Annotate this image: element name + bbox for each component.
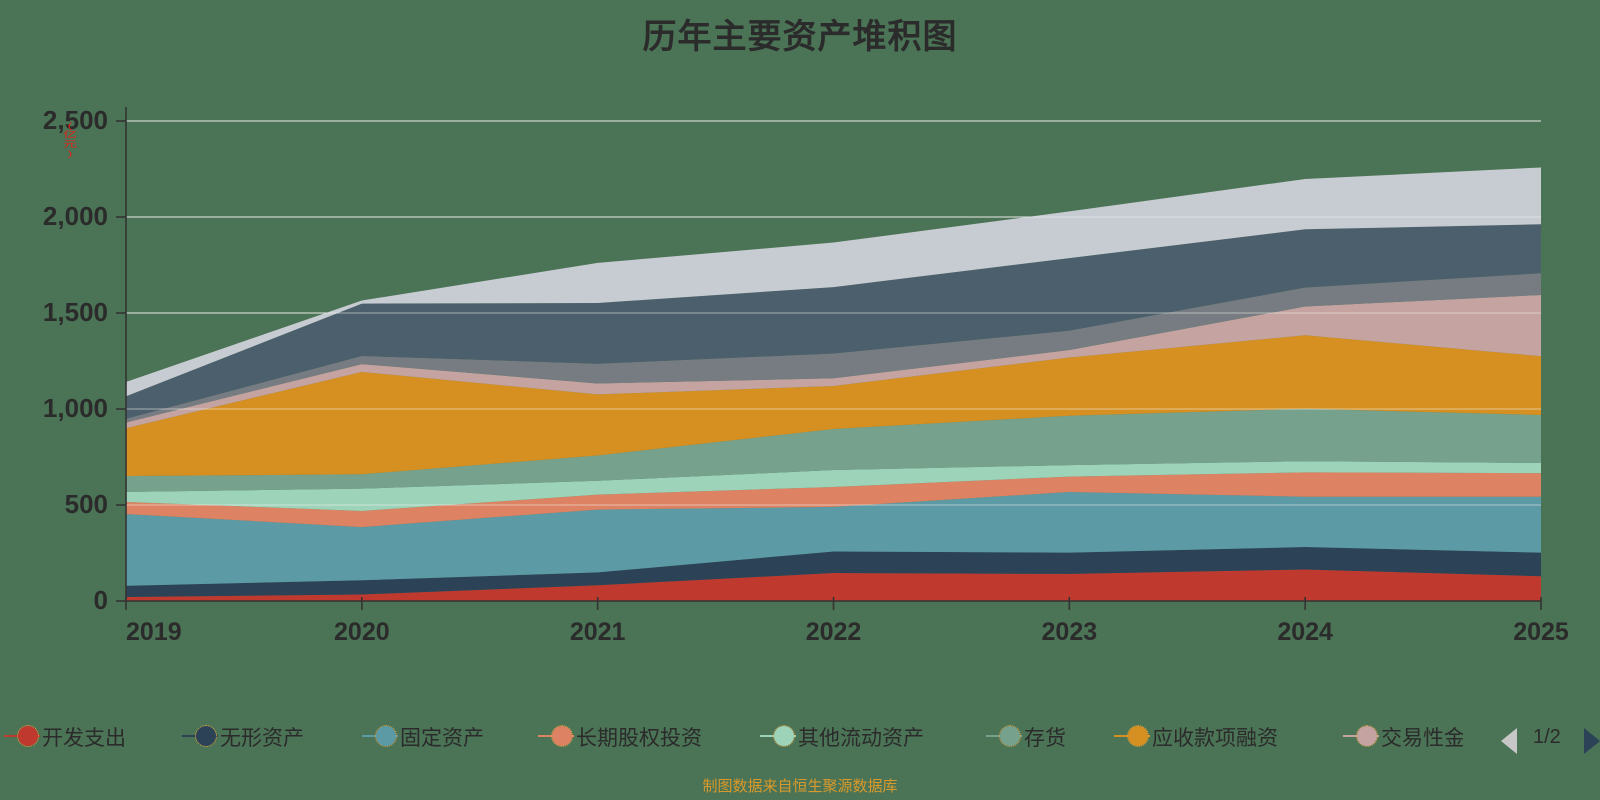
svg-text:1,500: 1,500 — [43, 297, 108, 327]
svg-text:2019: 2019 — [126, 618, 182, 646]
svg-text:2023: 2023 — [1042, 618, 1098, 646]
svg-text:2,000: 2,000 — [43, 201, 108, 231]
svg-text:2024: 2024 — [1277, 618, 1333, 646]
svg-text:2022: 2022 — [806, 618, 862, 646]
svg-text:2021: 2021 — [570, 618, 626, 646]
svg-text:500: 500 — [65, 489, 108, 519]
svg-text:2020: 2020 — [334, 618, 390, 646]
svg-text:1,000: 1,000 — [43, 393, 108, 423]
svg-text:0: 0 — [94, 585, 108, 615]
svg-text:2025: 2025 — [1513, 618, 1569, 646]
